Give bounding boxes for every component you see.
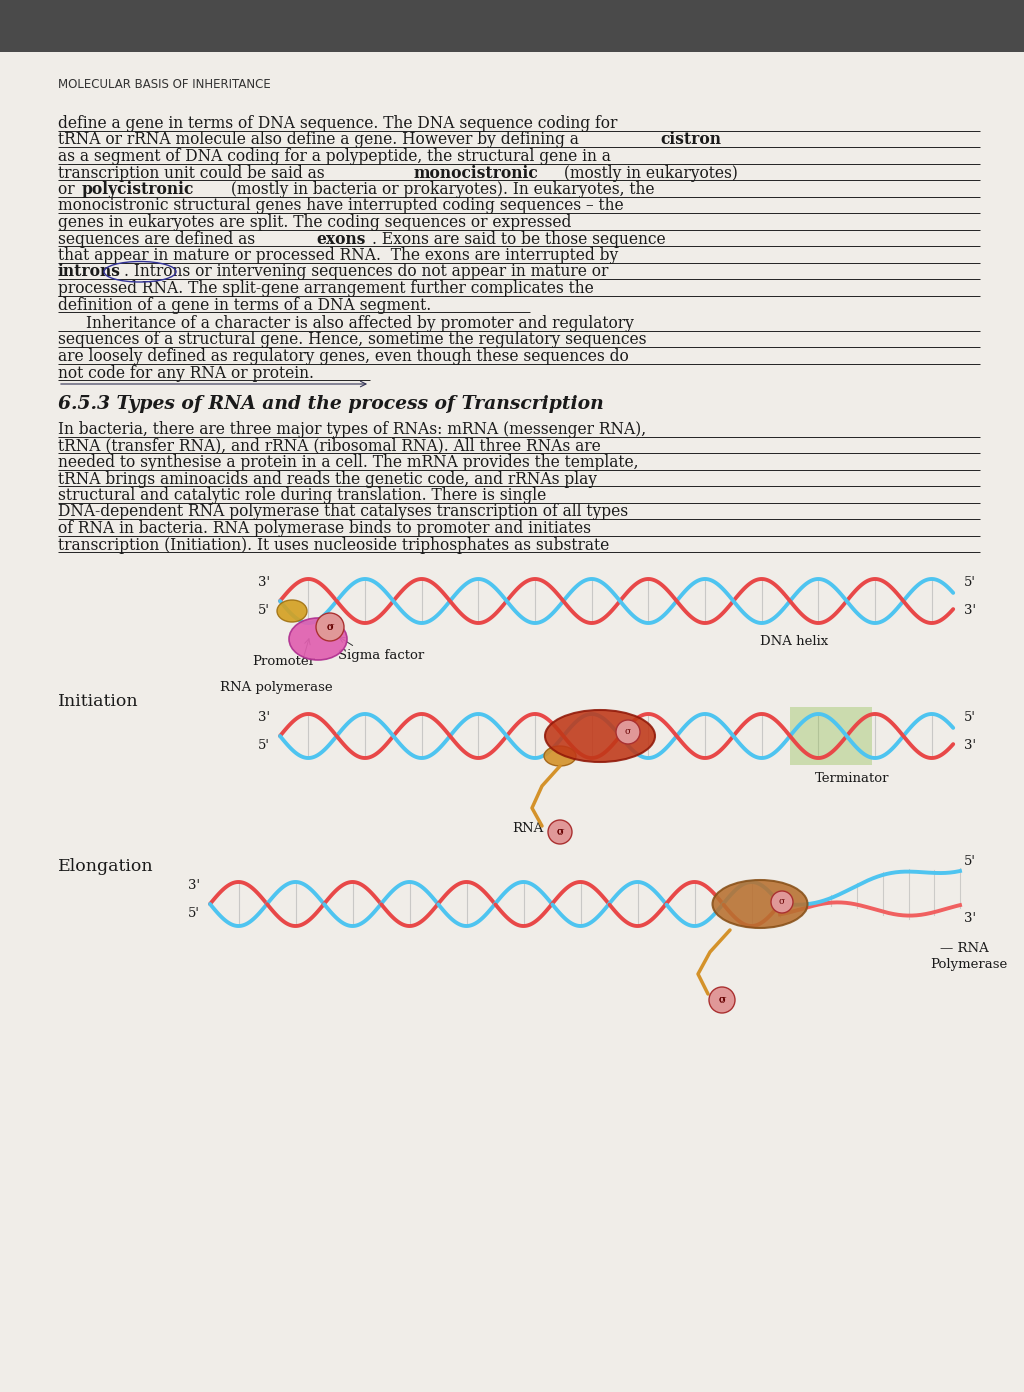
Ellipse shape (545, 710, 655, 761)
Text: monocistronic structural genes have interrupted coding sequences – the: monocistronic structural genes have inte… (58, 198, 624, 214)
Ellipse shape (278, 600, 307, 622)
Text: . ⁠Introns⁠ or intervening sequences do not appear in mature or: . ⁠Introns⁠ or intervening sequences do … (124, 263, 608, 281)
Text: of RNA in bacteria. RNA polymerase binds to promoter and initiates: of RNA in bacteria. RNA polymerase binds… (58, 521, 591, 537)
Text: σ: σ (625, 728, 631, 736)
Text: 3': 3' (258, 576, 270, 589)
Ellipse shape (544, 746, 575, 766)
Text: 6.5.3 Types of RNA and the process of Transcription: 6.5.3 Types of RNA and the process of Tr… (58, 395, 604, 413)
Text: transcription unit could be said as: transcription unit could be said as (58, 164, 330, 181)
Text: 5': 5' (188, 908, 200, 920)
Text: 5': 5' (964, 711, 976, 724)
Circle shape (771, 891, 793, 913)
Text: define a gene in terms of DNA sequence. The DNA sequence coding for: define a gene in terms of DNA sequence. … (58, 116, 617, 132)
Text: 5': 5' (258, 739, 270, 752)
Text: are loosely defined as regulatory genes, even though these sequences do: are loosely defined as regulatory genes,… (58, 348, 629, 365)
Text: σ: σ (557, 827, 563, 837)
Text: Sigma factor: Sigma factor (338, 649, 424, 663)
Text: or: or (58, 181, 80, 198)
Text: 5': 5' (258, 604, 270, 617)
Circle shape (316, 612, 344, 640)
Text: not code for any RNA or protein.: not code for any RNA or protein. (58, 365, 314, 381)
Text: (mostly in eukaryotes): (mostly in eukaryotes) (559, 164, 738, 181)
Text: Initiation: Initiation (58, 693, 138, 710)
Text: MOLECULAR BASIS OF INHERITANCE: MOLECULAR BASIS OF INHERITANCE (58, 78, 270, 90)
Text: σ: σ (719, 995, 725, 1005)
Text: 3': 3' (964, 912, 976, 926)
Text: Polymerase: Polymerase (930, 958, 1008, 972)
Circle shape (616, 720, 640, 743)
Text: Elongation: Elongation (58, 857, 154, 876)
Circle shape (709, 987, 735, 1013)
Text: as a segment of DNA coding for a polypeptide, the structural gene in a: as a segment of DNA coding for a polypep… (58, 148, 611, 166)
Text: sequences are defined as: sequences are defined as (58, 231, 260, 248)
Text: transcription (Initiation). It uses nucleoside triphosphates as substrate: transcription (Initiation). It uses nucl… (58, 536, 609, 554)
Text: In bacteria, there are three major types of RNAs: mRNA (messenger RNA),: In bacteria, there are three major types… (58, 420, 646, 438)
Text: (mostly in bacteria or prokaryotes). In eukaryotes, the: (mostly in bacteria or prokaryotes). In … (226, 181, 654, 198)
Text: monocistronic: monocistronic (414, 164, 539, 181)
Text: 3': 3' (258, 711, 270, 724)
Text: processed RNA. The split-gene arrangement further complicates the: processed RNA. The split-gene arrangemen… (58, 280, 594, 296)
Text: 3': 3' (964, 604, 976, 617)
Text: σ: σ (327, 622, 333, 632)
Text: needed to synthesise a protein in a cell. The mRNA provides the template,: needed to synthesise a protein in a cell… (58, 454, 639, 470)
Text: definition of a gene in terms of a DNA segment.: definition of a gene in terms of a DNA s… (58, 296, 431, 313)
Text: introns: introns (58, 263, 121, 281)
Text: structural and catalytic role during translation. There is single: structural and catalytic role during tra… (58, 487, 546, 504)
Text: Promoter: Promoter (252, 656, 315, 668)
Text: that appear in mature or processed RNA.  The exons are interrupted by: that appear in mature or processed RNA. … (58, 246, 618, 264)
Text: polycistronic: polycistronic (82, 181, 195, 198)
Text: 3': 3' (188, 878, 200, 892)
Text: tRNA or rRNA molecule also define a gene. However by defining a: tRNA or rRNA molecule also define a gene… (58, 131, 584, 149)
Text: exons: exons (316, 231, 366, 248)
Ellipse shape (289, 618, 347, 660)
Text: 5': 5' (964, 576, 976, 589)
Circle shape (548, 820, 572, 844)
Text: DNA-dependent RNA polymerase that catalyses transcription of all types: DNA-dependent RNA polymerase that cataly… (58, 504, 628, 521)
Text: tRNA brings aminoacids and reads the genetic code, and rRNAs play: tRNA brings aminoacids and reads the gen… (58, 470, 597, 487)
Text: sequences of a structural gene. Hence, sometime the regulatory sequences: sequences of a structural gene. Hence, s… (58, 331, 646, 348)
Text: RNA: RNA (512, 823, 544, 835)
Text: DNA helix: DNA helix (760, 635, 828, 649)
Text: Inheritance of a character is also affected by promoter and regulatory: Inheritance of a character is also affec… (86, 315, 634, 333)
FancyBboxPatch shape (790, 707, 872, 766)
Text: tRNA (transfer RNA), and rRNA (ribosomal RNA). All three RNAs are: tRNA (transfer RNA), and rRNA (ribosomal… (58, 437, 601, 455)
Bar (0, 0, 1024, 52)
Text: genes in eukaryotes are split. The coding sequences or expressed: genes in eukaryotes are split. The codin… (58, 214, 571, 231)
Text: σ: σ (327, 622, 334, 632)
Ellipse shape (713, 880, 808, 928)
Text: cistron: cistron (660, 131, 721, 149)
Text: σ: σ (779, 898, 785, 906)
Text: Terminator: Terminator (815, 773, 890, 785)
Text: . Exons are said to be those sequence: . Exons are said to be those sequence (372, 231, 666, 248)
Text: σ: σ (556, 827, 564, 837)
Text: σ: σ (718, 995, 726, 1005)
Text: 3': 3' (964, 739, 976, 752)
Text: 5': 5' (964, 855, 976, 869)
Text: RNA polymerase: RNA polymerase (220, 681, 333, 695)
Text: — RNA: — RNA (940, 942, 989, 955)
